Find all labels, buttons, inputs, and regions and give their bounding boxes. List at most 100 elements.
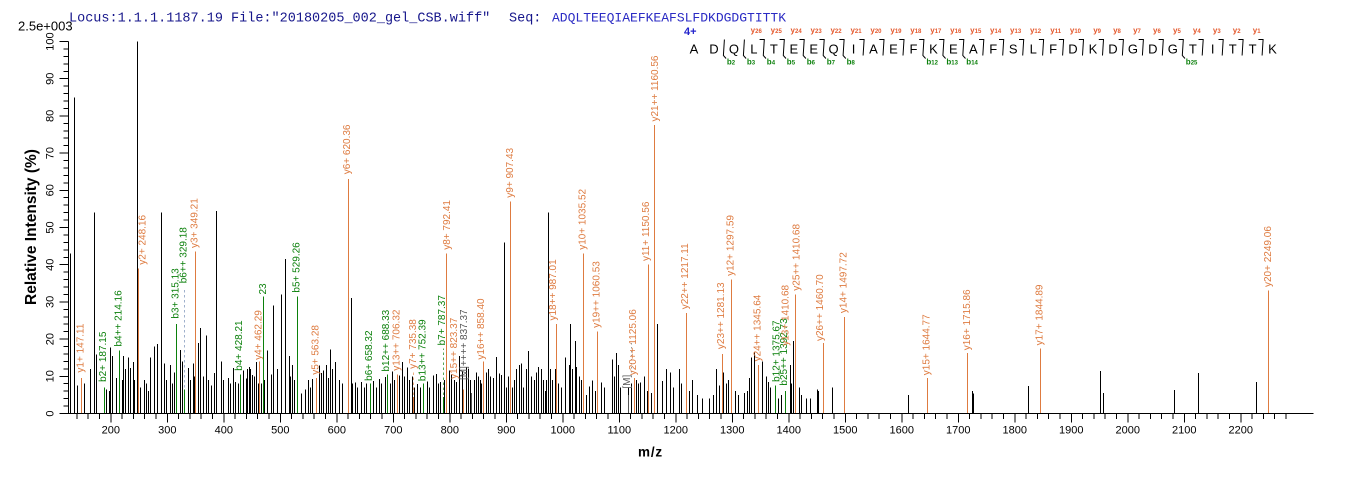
svg-text:y18++ 987.01: y18++ 987.01 <box>548 259 559 321</box>
svg-text:60: 60 <box>45 184 57 196</box>
svg-text:T: T <box>770 42 778 57</box>
svg-text:1400: 1400 <box>777 425 801 437</box>
svg-text:y17+ 1844.89: y17+ 1844.89 <box>1035 284 1046 345</box>
svg-text:I: I <box>852 42 856 57</box>
svg-text:D: D <box>1068 42 1077 57</box>
svg-text:y4: y4 <box>1193 26 1201 35</box>
svg-text:b13: b13 <box>946 58 958 67</box>
svg-text:2200: 2200 <box>1229 425 1253 437</box>
svg-text:2.5e+003: 2.5e+003 <box>18 19 73 34</box>
svg-text:b5: b5 <box>787 58 796 67</box>
svg-text:y3: y3 <box>1213 26 1221 35</box>
svg-text:Locus:1.1.1.1187.19 File:"2018: Locus:1.1.1.1187.19 File:"20180205_002_g… <box>69 12 490 27</box>
svg-text:y2+ 248.16: y2+ 248.16 <box>138 214 149 264</box>
svg-text:G: G <box>1168 42 1178 57</box>
svg-text:1500: 1500 <box>833 425 857 437</box>
svg-text:y11+ 1150.56: y11+ 1150.56 <box>641 201 652 261</box>
svg-text:y21++ 1160.56: y21++ 1160.56 <box>650 55 661 121</box>
svg-text:y12: y12 <box>1030 26 1042 35</box>
svg-text:y16++ 858.40: y16++ 858.40 <box>476 298 487 360</box>
svg-text:1300: 1300 <box>720 425 744 437</box>
svg-text:D: D <box>1108 42 1117 57</box>
svg-text:1200: 1200 <box>664 425 688 437</box>
svg-text:y20++ 1125.06: y20++ 1125.06 <box>628 309 639 375</box>
svg-text:2000: 2000 <box>1116 425 1140 437</box>
svg-text:y16: y16 <box>950 26 962 35</box>
svg-text:y26++ 1460.70: y26++ 1460.70 <box>815 274 826 341</box>
svg-text:A: A <box>869 42 878 57</box>
svg-text:A: A <box>969 42 978 57</box>
svg-text:E: E <box>889 42 898 57</box>
svg-text:2100: 2100 <box>1172 425 1196 437</box>
svg-text:20: 20 <box>45 333 57 345</box>
svg-text:y25++ 1410.68: y25++ 1410.68 <box>792 224 803 291</box>
svg-text:b4: b4 <box>767 58 776 67</box>
svg-text:4+: 4+ <box>684 26 697 38</box>
svg-text:y15: y15 <box>970 26 982 35</box>
svg-text:G: G <box>1128 42 1138 57</box>
svg-text:90: 90 <box>45 73 57 85</box>
svg-text:y14: y14 <box>990 26 1002 35</box>
svg-text:40: 40 <box>45 259 57 271</box>
svg-text:T: T <box>1249 42 1257 57</box>
svg-text:K: K <box>929 42 938 57</box>
svg-text:y6: y6 <box>1153 26 1161 35</box>
svg-text:y15++ 823.37: y15++ 823.37 <box>449 317 460 379</box>
svg-text:y7+ 735.38: y7+ 735.38 <box>408 319 419 369</box>
svg-text:y5+ 563.28: y5+ 563.28 <box>311 325 322 375</box>
svg-text:y20: y20 <box>870 26 882 35</box>
svg-text:T: T <box>1189 42 1197 57</box>
svg-text:b4++ 214.16: b4++ 214.16 <box>113 290 124 347</box>
svg-text:Relative Intensity (%): Relative Intensity (%) <box>23 149 40 305</box>
svg-text:b4+ 428.21: b4+ 428.21 <box>234 320 245 371</box>
svg-text:b6+ 658.32: b6+ 658.32 <box>364 330 375 381</box>
svg-text:1900: 1900 <box>1059 425 1083 437</box>
svg-text:y11: y11 <box>1050 26 1061 35</box>
svg-text:200: 200 <box>102 425 120 437</box>
svg-text:b7: b7 <box>827 58 836 67</box>
svg-text:y19: y19 <box>890 26 902 35</box>
svg-text:y5: y5 <box>1173 26 1181 35</box>
svg-text:I: I <box>1211 42 1215 57</box>
svg-text:y10+ 1035.52: y10+ 1035.52 <box>577 188 588 249</box>
svg-text:y23++ 1281.13: y23++ 1281.13 <box>716 282 727 349</box>
svg-text:b5+ 529.26: b5+ 529.26 <box>291 242 302 293</box>
svg-text:b7+ 787.37: b7+ 787.37 <box>437 295 448 346</box>
svg-text:b25++ 1392.73: b25++ 1392.73 <box>779 318 790 386</box>
svg-text:1800: 1800 <box>1003 425 1027 437</box>
svg-text:b12++ 688.33: b12++ 688.33 <box>381 309 392 371</box>
svg-text:b13++ 752.39: b13++ 752.39 <box>417 319 428 381</box>
svg-text:y22: y22 <box>830 26 842 35</box>
svg-text:y19++ 1060.53: y19++ 1060.53 <box>592 261 603 328</box>
svg-text:y20+ 2249.06: y20+ 2249.06 <box>1263 226 1274 287</box>
svg-text:y8: y8 <box>1113 26 1121 35</box>
svg-text:E: E <box>949 42 958 57</box>
svg-text:K: K <box>1268 42 1277 57</box>
svg-text:b2: b2 <box>727 58 736 67</box>
svg-text:E: E <box>789 42 798 57</box>
svg-text:L: L <box>1030 42 1037 57</box>
svg-text:100: 100 <box>45 32 57 50</box>
svg-text:y1: y1 <box>1253 26 1261 35</box>
svg-text:y16+ 1715.86: y16+ 1715.86 <box>962 289 973 350</box>
svg-text:b25: b25 <box>1186 58 1198 67</box>
svg-text:b3+ 315.13: b3+ 315.13 <box>170 268 181 319</box>
svg-text:y23: y23 <box>811 26 823 35</box>
svg-text:y8+ 792.41: y8+ 792.41 <box>442 200 453 250</box>
svg-text:y13++ 706.32: y13++ 706.32 <box>391 309 402 371</box>
svg-text:[M]: [M] <box>622 374 633 388</box>
svg-text:y17: y17 <box>930 26 942 35</box>
svg-text:b2+ 187.15: b2+ 187.15 <box>98 331 109 382</box>
svg-text:0: 0 <box>45 410 57 416</box>
svg-text:y4+ 462.29: y4+ 462.29 <box>254 310 265 360</box>
svg-text:b14: b14 <box>966 58 978 67</box>
svg-text:30: 30 <box>45 296 57 308</box>
svg-text:L: L <box>750 42 757 57</box>
svg-text:Seq:: Seq: <box>509 12 541 27</box>
svg-text:F: F <box>910 42 918 57</box>
svg-text:y9+ 907.43: y9+ 907.43 <box>505 147 516 197</box>
svg-text:y7: y7 <box>1133 26 1141 35</box>
svg-text:K: K <box>1089 42 1098 57</box>
svg-text:1600: 1600 <box>890 425 914 437</box>
svg-text:b12+ 1375.67: b12+ 1375.67 <box>772 320 783 382</box>
